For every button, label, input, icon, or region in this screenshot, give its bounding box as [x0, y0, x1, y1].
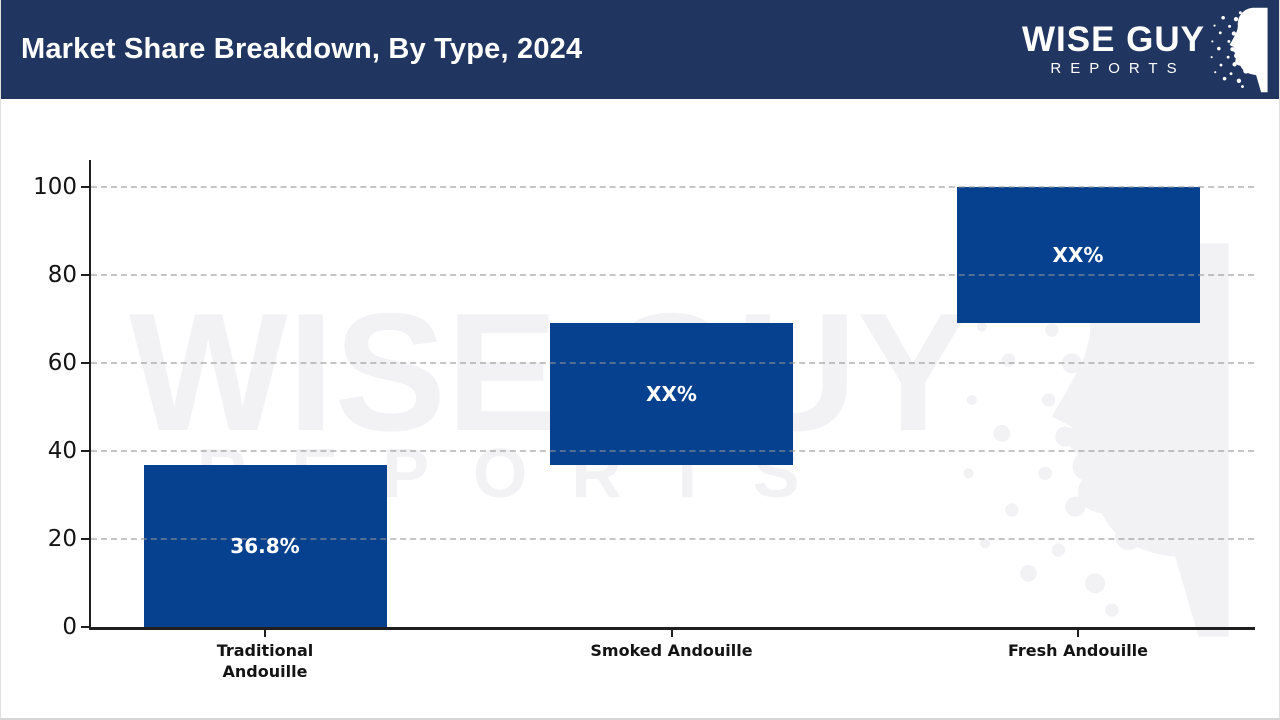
- gridline-60: [91, 362, 1254, 364]
- brand-logo-text: WISE GUY REPORTS: [1022, 22, 1205, 78]
- x-category-label-2: Smoked Andouille: [590, 641, 753, 660]
- brand-name: WISE GUY: [1021, 20, 1205, 59]
- brand-face-icon: [1210, 7, 1268, 93]
- watermark-text-line1: WISE GUY: [129, 278, 969, 466]
- x-tick-2: [670, 630, 673, 637]
- brand-subname: REPORTS: [1050, 60, 1186, 77]
- header-bar: Market Share Breakdown, By Type, 2024 WI…: [1, 0, 1279, 99]
- y-tick-label-40: 40: [47, 438, 77, 464]
- y-tick-label-100: 100: [33, 174, 77, 200]
- brand-logo: WISE GUY REPORTS: [1022, 6, 1269, 94]
- bar-value-label-1: 36.8%: [230, 534, 300, 559]
- y-tick-0: [81, 626, 90, 628]
- x-tick-1: [264, 630, 266, 637]
- y-tick-label-0: 0: [62, 614, 77, 640]
- bar-3: [956, 187, 1200, 324]
- bar-value-label-3: XX%: [1052, 243, 1104, 268]
- bar-2: [550, 323, 793, 466]
- y-tick-60: [81, 362, 90, 364]
- y-tick-20: [81, 538, 90, 540]
- bar-1: [143, 465, 387, 627]
- y-tick-40: [81, 450, 90, 452]
- gridline-20: [91, 538, 1254, 540]
- bar-value-label-2: XX%: [646, 382, 697, 407]
- gridline-40: [91, 450, 1254, 452]
- x-category-label-3: Fresh Andouille: [1007, 641, 1149, 660]
- gridline-80: [91, 274, 1254, 276]
- x-category-label-1: Traditional Andouille: [216, 641, 314, 681]
- x-axis-line: [89, 627, 1255, 630]
- gridline-100: [91, 186, 1254, 188]
- y-tick-80: [81, 274, 90, 276]
- y-tick-label-80: 80: [47, 262, 77, 288]
- y-axis-line: [89, 160, 91, 629]
- y-tick-label-20: 20: [47, 526, 77, 552]
- x-tick-3: [1077, 630, 1079, 637]
- page-title: Market Share Breakdown, By Type, 2024: [21, 33, 583, 65]
- y-tick-label-60: 60: [47, 350, 77, 376]
- y-tick-100: [81, 186, 90, 188]
